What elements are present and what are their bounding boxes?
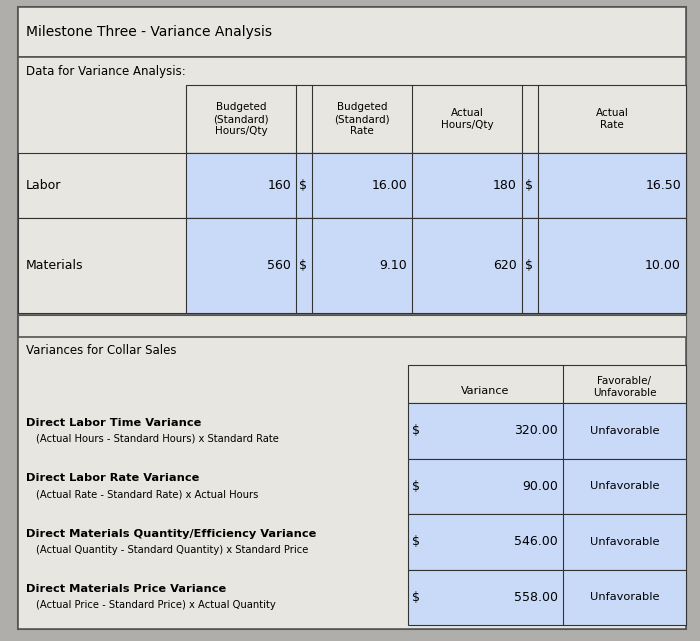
Bar bbox=[408, 403, 686, 458]
Text: Direct Labor Time Variance: Direct Labor Time Variance bbox=[26, 418, 202, 428]
Bar bbox=[186, 153, 686, 218]
Text: $: $ bbox=[412, 591, 420, 604]
Text: $: $ bbox=[412, 479, 420, 493]
Text: Data for Variance Analysis:: Data for Variance Analysis: bbox=[26, 65, 186, 78]
Bar bbox=[186, 85, 686, 153]
Bar bbox=[18, 57, 686, 315]
Text: $: $ bbox=[299, 259, 307, 272]
Text: Actual
Hours/Qty: Actual Hours/Qty bbox=[441, 108, 494, 129]
Text: Unfavorable: Unfavorable bbox=[589, 537, 659, 547]
Bar bbox=[18, 7, 686, 57]
Text: Materials: Materials bbox=[26, 259, 83, 272]
Text: Unfavorable: Unfavorable bbox=[589, 592, 659, 603]
Text: $: $ bbox=[525, 259, 533, 272]
Text: $: $ bbox=[412, 535, 420, 548]
Text: Budgeted
(Standard)
Rate: Budgeted (Standard) Rate bbox=[334, 103, 390, 136]
Text: (Actual Rate - Standard Rate) x Actual Hours: (Actual Rate - Standard Rate) x Actual H… bbox=[36, 489, 258, 499]
Bar bbox=[18, 315, 686, 337]
Text: Unfavorable: Unfavorable bbox=[589, 481, 659, 491]
Text: 560: 560 bbox=[267, 259, 291, 272]
Bar bbox=[186, 218, 686, 313]
Text: 90.00: 90.00 bbox=[522, 479, 558, 493]
Text: 320.00: 320.00 bbox=[514, 424, 558, 437]
Text: 620: 620 bbox=[494, 259, 517, 272]
Text: Direct Materials Quantity/Efficiency Variance: Direct Materials Quantity/Efficiency Var… bbox=[26, 529, 316, 538]
Text: 180: 180 bbox=[493, 179, 517, 192]
Bar bbox=[408, 514, 686, 569]
Text: 16.50: 16.50 bbox=[645, 179, 681, 192]
Text: Labor: Labor bbox=[26, 179, 62, 192]
Text: 546.00: 546.00 bbox=[514, 535, 558, 548]
Bar bbox=[408, 569, 686, 625]
Text: 16.00: 16.00 bbox=[371, 179, 407, 192]
Text: 10.00: 10.00 bbox=[645, 259, 681, 272]
Bar bbox=[18, 153, 686, 218]
Bar bbox=[408, 458, 686, 514]
Text: Variances for Collar Sales: Variances for Collar Sales bbox=[26, 344, 176, 356]
Text: Direct Labor Rate Variance: Direct Labor Rate Variance bbox=[26, 473, 199, 483]
Text: $: $ bbox=[412, 424, 420, 437]
Text: Unfavorable: Unfavorable bbox=[589, 426, 659, 436]
Text: Actual
Rate: Actual Rate bbox=[596, 108, 629, 129]
Text: (Actual Quantity - Standard Quantity) x Standard Price: (Actual Quantity - Standard Quantity) x … bbox=[36, 545, 309, 554]
Text: 9.10: 9.10 bbox=[379, 259, 407, 272]
Text: (Actual Price - Standard Price) x Actual Quantity: (Actual Price - Standard Price) x Actual… bbox=[36, 600, 276, 610]
Text: Direct Materials Price Variance: Direct Materials Price Variance bbox=[26, 584, 226, 594]
Bar bbox=[408, 365, 686, 403]
Text: Favorable/
Unfavorable: Favorable/ Unfavorable bbox=[593, 376, 657, 398]
Text: Variance: Variance bbox=[461, 386, 510, 396]
Text: Budgeted
(Standard)
Hours/Qty: Budgeted (Standard) Hours/Qty bbox=[214, 103, 269, 136]
Bar bbox=[18, 218, 686, 313]
Text: $: $ bbox=[525, 179, 533, 192]
Text: 160: 160 bbox=[267, 179, 291, 192]
Text: 558.00: 558.00 bbox=[514, 591, 558, 604]
Text: $: $ bbox=[299, 179, 307, 192]
Text: Milestone Three - Variance Analysis: Milestone Three - Variance Analysis bbox=[26, 25, 272, 39]
Bar bbox=[18, 337, 686, 629]
Text: (Actual Hours - Standard Hours) x Standard Rate: (Actual Hours - Standard Hours) x Standa… bbox=[36, 434, 279, 444]
